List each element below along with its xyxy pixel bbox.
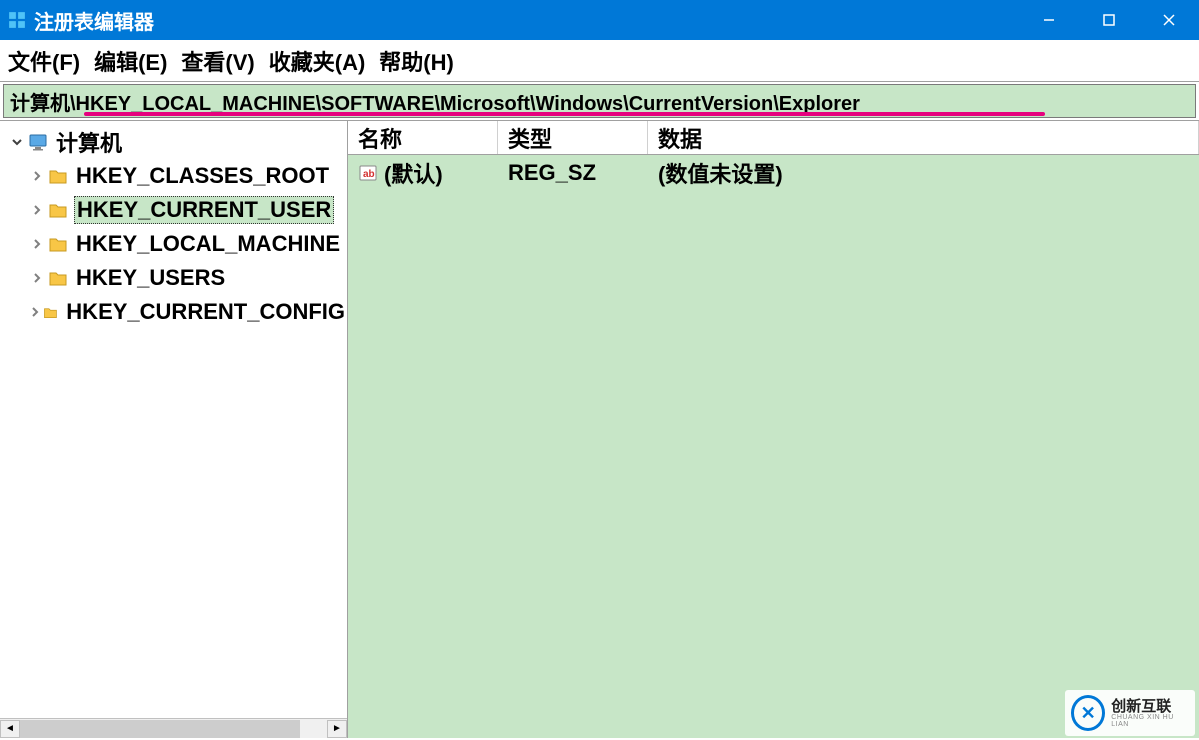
tree-item-hkcc[interactable]: HKEY_CURRENT_CONFIG	[0, 295, 347, 329]
content-area: 计算机 HKEY_CLASSES_ROOT HKEY_CURRENT_USE	[0, 120, 1199, 738]
minimize-button[interactable]	[1019, 0, 1079, 40]
watermark-en: CHUANG XIN HU LIAN	[1111, 714, 1189, 728]
watermark-text: 创新互联 CHUANG XIN HU LIAN	[1111, 699, 1189, 728]
maximize-button[interactable]	[1079, 0, 1139, 40]
column-header-data[interactable]: 数据	[648, 121, 1199, 154]
tree-item-label: HKEY_CLASSES_ROOT	[76, 163, 329, 188]
value-row[interactable]: ab (默认) REG_SZ (数值未设置)	[348, 155, 1199, 191]
chevron-right-icon[interactable]	[28, 167, 46, 185]
column-header-type[interactable]: 类型	[498, 121, 648, 154]
folder-icon	[48, 234, 68, 254]
value-type: REG_SZ	[508, 160, 596, 186]
values-header: 名称 类型 数据	[348, 121, 1199, 155]
close-button[interactable]	[1139, 0, 1199, 40]
tree-item-label: HKEY_USERS	[76, 265, 225, 290]
scroll-right-button[interactable]: ►	[327, 720, 347, 738]
chevron-right-icon[interactable]	[28, 201, 46, 219]
window-title: 注册表编辑器	[34, 6, 1019, 35]
folder-icon	[43, 302, 58, 322]
tree-panel: 计算机 HKEY_CLASSES_ROOT HKEY_CURRENT_USE	[0, 121, 348, 738]
tree-item-label: HKEY_CURRENT_USER	[77, 197, 331, 222]
address-bar[interactable]: 计算机\HKEY_LOCAL_MACHINE\SOFTWARE\Microsof…	[3, 84, 1196, 118]
menu-favorites[interactable]: 收藏夹(A)	[269, 45, 366, 77]
scroll-thumb[interactable]	[20, 720, 300, 738]
value-data: (数值未设置)	[658, 157, 783, 189]
computer-icon	[28, 132, 48, 152]
chevron-down-icon[interactable]	[8, 133, 26, 151]
folder-icon	[48, 200, 68, 220]
value-name: (默认)	[384, 157, 443, 189]
tree-item-hklm[interactable]: HKEY_LOCAL_MACHINE	[0, 227, 347, 261]
registry-tree[interactable]: 计算机 HKEY_CLASSES_ROOT HKEY_CURRENT_USE	[0, 121, 347, 718]
tree-hscrollbar[interactable]: ◄ ►	[0, 718, 347, 738]
svg-text:ab: ab	[363, 169, 375, 180]
watermark-icon: ✕	[1071, 695, 1105, 731]
value-name-cell: ab (默认)	[348, 157, 498, 189]
value-data-cell: (数值未设置)	[648, 157, 1199, 189]
tree-root-label: 计算机	[56, 131, 122, 156]
window-controls	[1019, 0, 1199, 40]
folder-icon	[48, 166, 68, 186]
chevron-right-icon[interactable]	[28, 235, 46, 253]
menubar: 文件(F) 编辑(E) 查看(V) 收藏夹(A) 帮助(H)	[0, 40, 1199, 82]
tree-item-label: HKEY_LOCAL_MACHINE	[76, 231, 340, 256]
watermark-cn: 创新互联	[1111, 699, 1189, 714]
tree-item-hkcr[interactable]: HKEY_CLASSES_ROOT	[0, 159, 347, 193]
app-icon	[8, 11, 26, 29]
tree-item-hkcu[interactable]: HKEY_CURRENT_USER	[0, 193, 347, 227]
value-type-cell: REG_SZ	[498, 160, 648, 186]
menu-file[interactable]: 文件(F)	[8, 45, 80, 77]
menu-view[interactable]: 查看(V)	[181, 45, 254, 77]
watermark-logo: ✕ 创新互联 CHUANG XIN HU LIAN	[1065, 690, 1195, 736]
column-header-name[interactable]: 名称	[348, 121, 498, 154]
string-value-icon: ab	[358, 163, 378, 183]
watermark-glyph: ✕	[1081, 703, 1096, 724]
folder-icon	[48, 268, 68, 288]
scroll-left-button[interactable]: ◄	[0, 720, 20, 738]
values-list[interactable]: ab (默认) REG_SZ (数值未设置)	[348, 155, 1199, 738]
address-highlight	[84, 112, 1045, 116]
tree-item-label: HKEY_CURRENT_CONFIG	[66, 299, 345, 324]
tree-item-hku[interactable]: HKEY_USERS	[0, 261, 347, 295]
menu-help[interactable]: 帮助(H)	[379, 45, 454, 77]
tree-root-computer[interactable]: 计算机	[0, 125, 347, 159]
scroll-track[interactable]	[20, 720, 327, 738]
chevron-right-icon[interactable]	[28, 303, 41, 321]
titlebar: 注册表编辑器	[0, 0, 1199, 40]
chevron-right-icon[interactable]	[28, 269, 46, 287]
values-panel: 名称 类型 数据 ab (默认) REG_SZ (数值未设置)	[348, 121, 1199, 738]
menu-edit[interactable]: 编辑(E)	[94, 45, 167, 77]
